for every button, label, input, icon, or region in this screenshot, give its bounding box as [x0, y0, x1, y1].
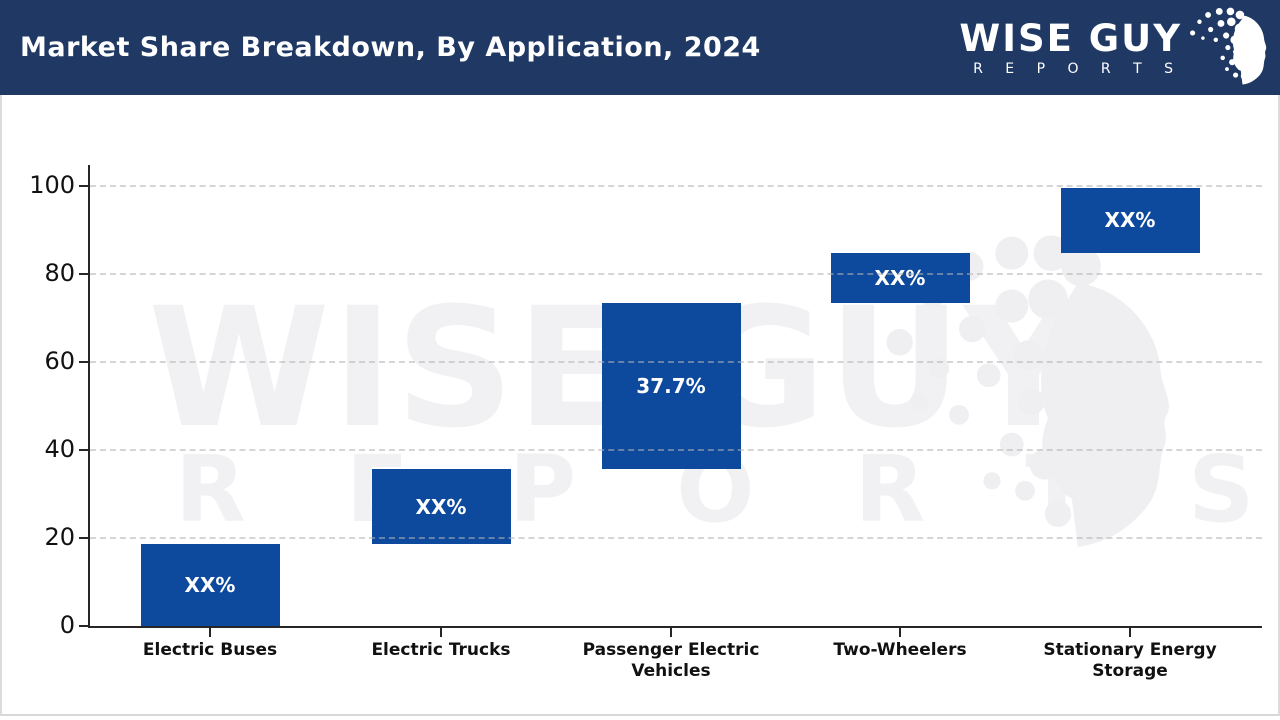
- y-tick-label: 20: [44, 523, 75, 551]
- bar: XX%: [830, 252, 970, 304]
- bar: XX%: [140, 544, 280, 626]
- x-axis-line: [88, 626, 1262, 628]
- x-tick-label: Stationary Energy Storage: [1043, 640, 1217, 682]
- y-tick-label: 100: [29, 171, 75, 199]
- x-axis-tick: [440, 628, 442, 637]
- bar-value-label: XX%: [1104, 208, 1156, 233]
- brand-logo: WISE GUY R E P O R T S: [959, 0, 1270, 95]
- x-axis-tick: [670, 628, 672, 637]
- x-axis-tick: [899, 628, 901, 637]
- y-axis-tick: [79, 449, 88, 451]
- bar: XX%: [371, 468, 511, 545]
- brand-name: WISE GUY: [959, 16, 1182, 60]
- y-axis-tick: [79, 361, 88, 363]
- x-tick-label: Electric Buses: [142, 640, 278, 660]
- bar: XX%: [1060, 187, 1200, 253]
- x-axis-tick: [1129, 628, 1131, 637]
- x-axis-tick: [209, 628, 211, 637]
- bar: 37.7%: [601, 303, 741, 469]
- brand-subname: R E P O R T S: [973, 60, 1182, 77]
- x-tick-label: Two-Wheelers: [833, 640, 967, 660]
- y-tick-label: 60: [44, 347, 75, 375]
- gridline: [90, 273, 1262, 275]
- x-tick-label: Electric Trucks: [371, 640, 511, 660]
- y-axis-tick: [79, 537, 88, 539]
- bar-value-label: XX%: [184, 573, 236, 598]
- y-tick-label: 80: [44, 259, 75, 287]
- gridline: [90, 449, 1262, 451]
- brand-face-icon: [1190, 7, 1267, 85]
- y-axis-tick: [79, 185, 88, 187]
- brand-logo-text: WISE GUY R E P O R T S: [959, 20, 1182, 76]
- y-tick-label: 0: [59, 611, 75, 639]
- bar-value-label: XX%: [415, 494, 467, 519]
- x-tick-label: Passenger Electric Vehicles: [582, 640, 760, 682]
- gridline: [90, 537, 1262, 539]
- gridline: [90, 185, 1262, 187]
- gridline: [90, 361, 1262, 363]
- y-axis-line: [88, 165, 90, 628]
- y-axis-tick: [79, 273, 88, 275]
- bar-value-label: 37.7%: [636, 373, 706, 398]
- bar-value-label: XX%: [874, 265, 926, 290]
- y-axis-tick: [79, 625, 88, 627]
- page-title: Market Share Breakdown, By Application, …: [20, 32, 761, 63]
- y-tick-label: 40: [44, 435, 75, 463]
- header-bar: Market Share Breakdown, By Application, …: [0, 0, 1280, 95]
